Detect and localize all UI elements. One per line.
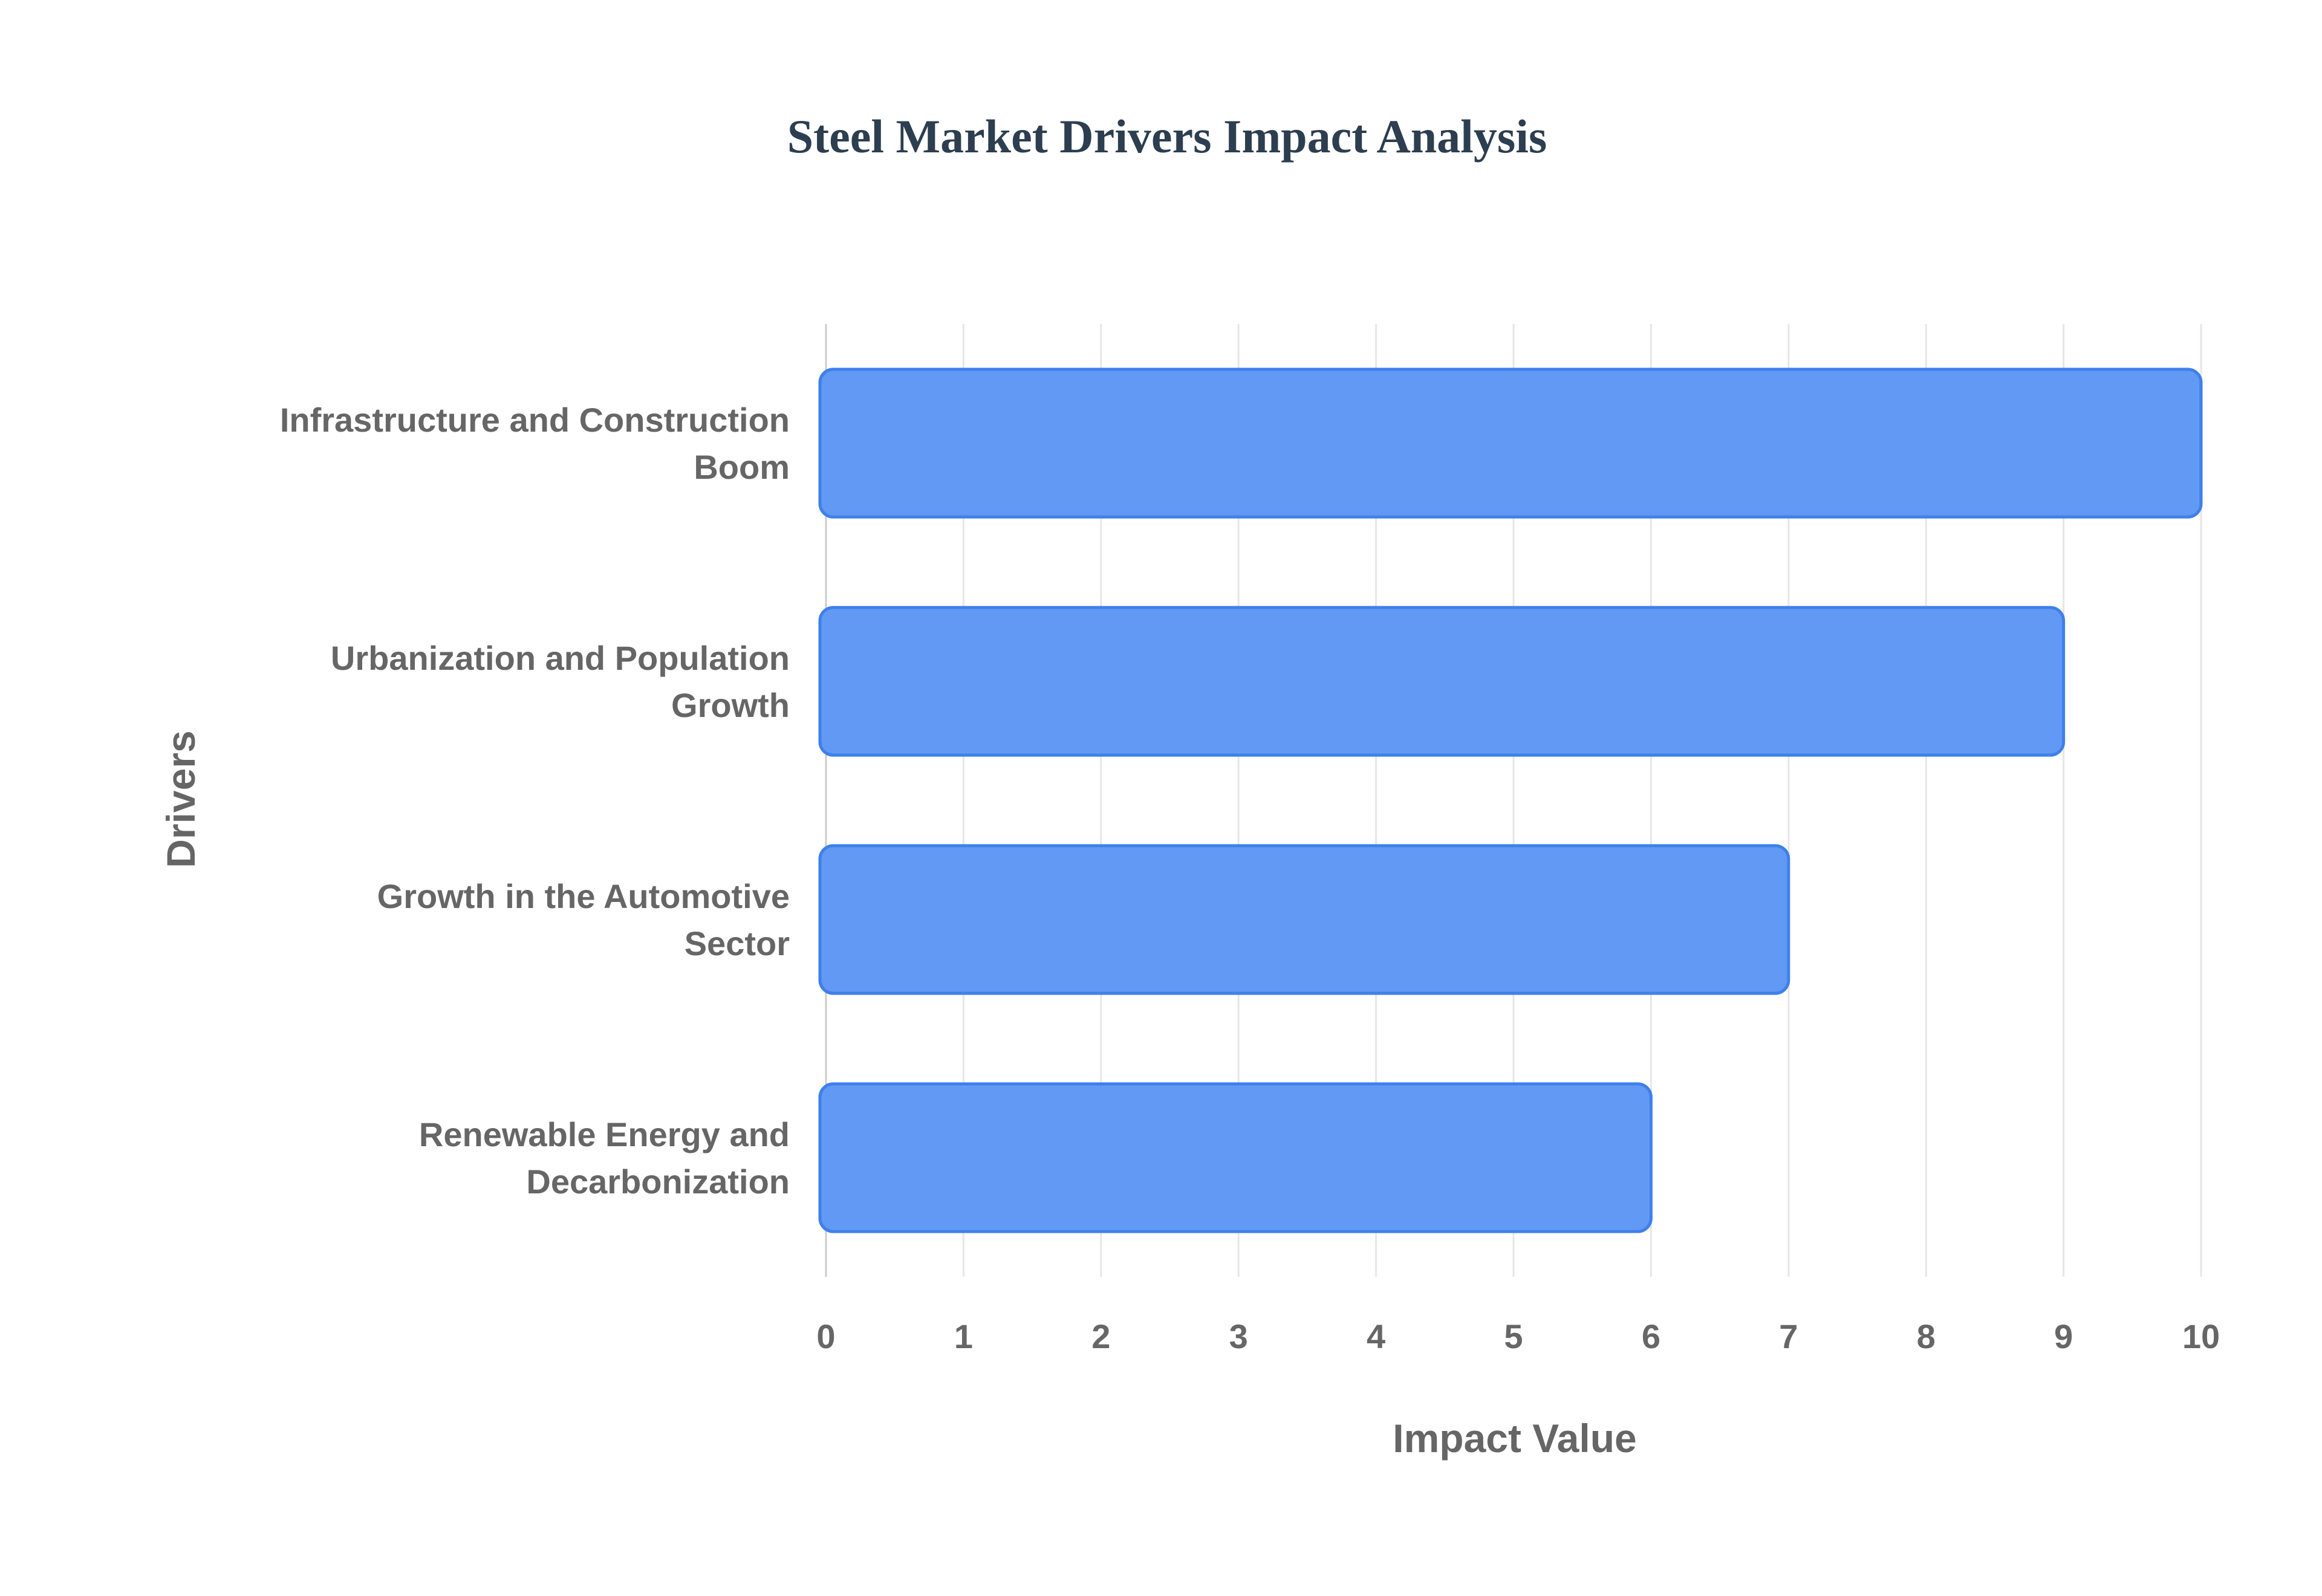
x-tick-label: 4 [1367, 1317, 1385, 1355]
y-category-label: Growth in the Automotive [377, 877, 790, 915]
x-tick-label: 2 [1091, 1317, 1110, 1355]
x-tick-label: 10 [2182, 1317, 2220, 1355]
y-category-label: Urbanization and Population [331, 639, 790, 677]
x-tick-labels: 0 1 2 3 4 5 6 7 8 9 10 [816, 1317, 2220, 1355]
y-category-label: Infrastructure and Construction [280, 401, 790, 439]
y-category-label: Renewable Energy and [419, 1115, 790, 1153]
bar[interactable] [818, 368, 2203, 519]
x-tick-label: 9 [2054, 1317, 2073, 1355]
y-axis-label: Drivers [158, 730, 203, 868]
y-category-label: Decarbonization [526, 1163, 790, 1201]
y-category-labels: Infrastructure and Construction Boom Urban… [280, 401, 790, 1201]
bars [818, 368, 2203, 1233]
y-category-label: Boom [694, 448, 790, 486]
x-tick-label: 1 [954, 1317, 973, 1355]
bar[interactable] [818, 606, 2066, 757]
x-axis-label: Impact Value [1393, 1416, 1637, 1461]
x-tick-label: 5 [1504, 1317, 1523, 1355]
x-tick-label: 7 [1779, 1317, 1798, 1355]
chart-title: Steel Market Drivers Impact Analysis [787, 110, 1547, 163]
x-tick-label: 8 [1917, 1317, 1936, 1355]
x-tick-label: 3 [1229, 1317, 1248, 1355]
y-category-label: Sector [685, 924, 790, 962]
bar[interactable] [818, 844, 1790, 995]
y-category-label: Growth [671, 686, 790, 724]
bar[interactable] [818, 1082, 1653, 1233]
x-tick-label: 0 [816, 1317, 835, 1355]
x-tick-label: 6 [1642, 1317, 1660, 1355]
